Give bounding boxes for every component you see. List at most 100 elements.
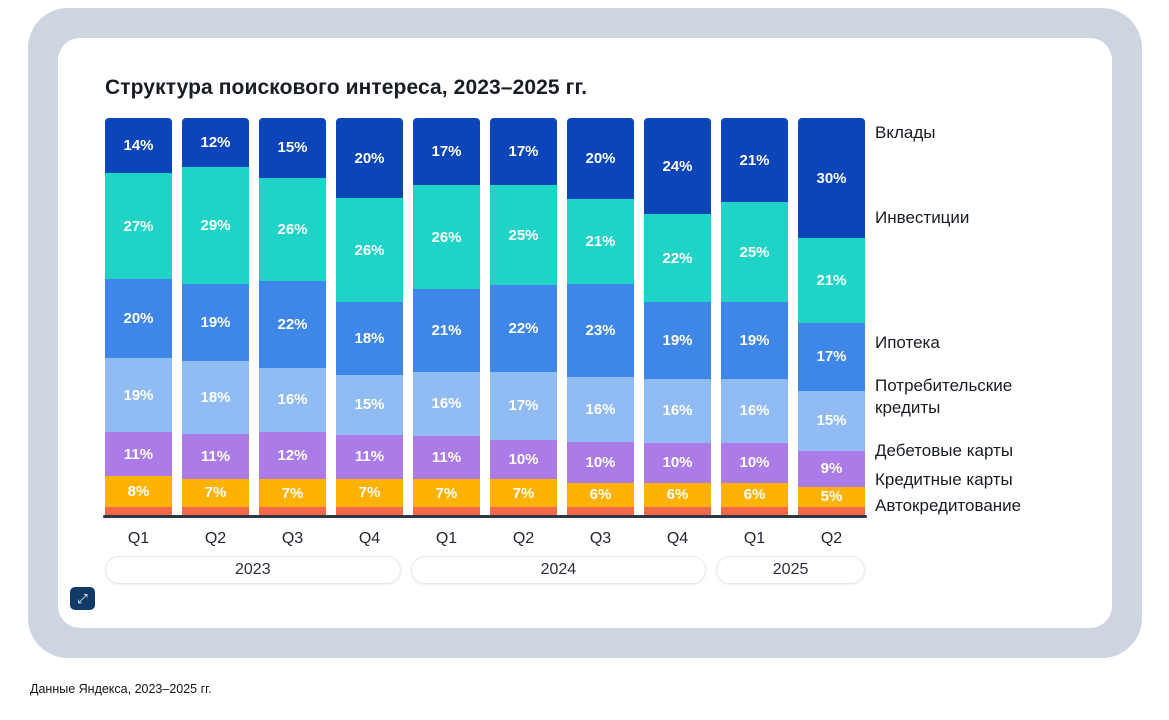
bar-segment: 7% bbox=[413, 479, 480, 508]
bar-segment: 15% bbox=[259, 118, 326, 178]
legend-item: Ипотека bbox=[875, 333, 940, 352]
bar-segment: 22% bbox=[259, 280, 326, 369]
x-axis-line bbox=[103, 515, 867, 518]
bar-segment: 10% bbox=[721, 442, 788, 483]
expand-icon: ⤢ bbox=[77, 591, 88, 606]
bar-segment: 19% bbox=[105, 357, 172, 433]
plot-area: 14% 27% 20% 19% 11% 8% 12% 29% 19% 18% 11% 7% 15% 26%… bbox=[103, 118, 867, 584]
bar-segment: 17% bbox=[490, 372, 557, 440]
bar-segment: 23% bbox=[567, 284, 634, 378]
bar-segment: 22% bbox=[490, 284, 557, 373]
legend-item: Кредитные карты bbox=[875, 470, 1013, 489]
bar-segment: 9% bbox=[798, 450, 865, 487]
bar-segment: 7% bbox=[259, 479, 326, 508]
bar-segment: 6% bbox=[644, 482, 711, 507]
bar-segment: 19% bbox=[644, 302, 711, 379]
bar-segment: 10% bbox=[567, 442, 634, 483]
bar-segment: 16% bbox=[413, 372, 480, 436]
bar-segment: 10% bbox=[644, 442, 711, 483]
bar-segment bbox=[490, 507, 557, 515]
bar-segment: 7% bbox=[182, 478, 249, 507]
stacked-bar: 30% 21% 17% 15% 9% 5% bbox=[798, 118, 865, 515]
legend-item: Потребительские кредиты bbox=[875, 376, 1013, 418]
bar-segment: 16% bbox=[721, 378, 788, 443]
bar-segment: 7% bbox=[490, 479, 557, 508]
year-pill: 2025 bbox=[716, 556, 865, 584]
stacked-bar: 24% 22% 19% 16% 10% 6% bbox=[644, 118, 711, 515]
bar-segment bbox=[567, 506, 634, 515]
x-tick-label: Q1 bbox=[127, 530, 150, 547]
bar-segment: 10% bbox=[490, 439, 557, 480]
bar-segment: 15% bbox=[798, 390, 865, 451]
bar-segment: 26% bbox=[413, 185, 480, 289]
x-tick-label: Q1 bbox=[435, 530, 458, 547]
bar-segment: 30% bbox=[798, 118, 865, 239]
stacked-bar: 20% 26% 18% 15% 11% 7% bbox=[336, 118, 403, 515]
bar-segment: 19% bbox=[721, 302, 788, 379]
x-tick-label: Q2 bbox=[204, 530, 227, 547]
bar-segment: 25% bbox=[721, 202, 788, 303]
stacked-bars: 14% 27% 20% 19% 11% 8% 12% 29% 19% 18% 11% 7% 15% 26%… bbox=[105, 118, 865, 515]
x-tick-label: Q4 bbox=[358, 530, 381, 547]
chart-title: Структура поискового интереса, 2023–2025… bbox=[105, 76, 588, 99]
bar-segment: 6% bbox=[567, 482, 634, 507]
bar-segment: 21% bbox=[798, 238, 865, 323]
bar-segment bbox=[105, 507, 172, 515]
stacked-bar: 21% 25% 19% 16% 10% 6% bbox=[721, 118, 788, 515]
legend-item: Вклады bbox=[875, 123, 936, 142]
bar-segment bbox=[259, 507, 326, 515]
source-note: Данные Яндекса, 2023–2025 гг. bbox=[30, 682, 212, 696]
x-tick-label: Q2 bbox=[512, 530, 535, 547]
stacked-bar: 12% 29% 19% 18% 11% 7% bbox=[182, 118, 249, 515]
legend-item: Инвестиции bbox=[875, 208, 970, 227]
stacked-bar: 17% 26% 21% 16% 11% 7% bbox=[413, 118, 480, 515]
x-tick-label: Q1 bbox=[743, 530, 766, 547]
year-pill: 2024 bbox=[410, 556, 707, 584]
x-tick-label: Q3 bbox=[281, 530, 304, 547]
bar-segment: 16% bbox=[567, 377, 634, 443]
bar-segment: 14% bbox=[105, 118, 172, 174]
bar-segment: 19% bbox=[182, 284, 249, 362]
bar-segment: 21% bbox=[567, 199, 634, 285]
bar-segment: 6% bbox=[721, 482, 788, 507]
year-axis: 2023 2024 2025 bbox=[105, 556, 865, 584]
bar-segment: 11% bbox=[105, 432, 172, 476]
bar-segment: 24% bbox=[644, 118, 711, 215]
stacked-bar: 15% 26% 22% 16% 12% 7% bbox=[259, 118, 326, 515]
bar-segment: 12% bbox=[259, 431, 326, 480]
chart-legend: Вклады Инвестиции Ипотека Потребительские к… bbox=[875, 118, 1070, 538]
bar-segment: 26% bbox=[259, 177, 326, 281]
quarter-axis: Q1 Q2 Q3 Q4 Q1 Q2 Q3 Q4 Q1 Q2 bbox=[105, 530, 865, 548]
bar-segment: 8% bbox=[105, 475, 172, 508]
bar-segment: 16% bbox=[644, 378, 711, 443]
x-tick-label: Q2 bbox=[820, 530, 843, 547]
bar-segment: 22% bbox=[644, 214, 711, 303]
bar-segment: 15% bbox=[336, 374, 403, 435]
bar-segment bbox=[336, 506, 403, 515]
stacked-bar: 17% 25% 22% 17% 10% 7% bbox=[490, 118, 557, 515]
bar-segment: 17% bbox=[413, 118, 480, 186]
bar-segment: 18% bbox=[336, 302, 403, 375]
bar-segment: 27% bbox=[105, 173, 172, 280]
bar-segment: 25% bbox=[490, 185, 557, 285]
bar-segment: 21% bbox=[413, 288, 480, 373]
bar-segment: 20% bbox=[105, 279, 172, 358]
legend-item: Дебетовые карты bbox=[875, 441, 1014, 460]
bar-segment: 20% bbox=[567, 118, 634, 200]
expand-button[interactable]: ⤢ bbox=[70, 587, 95, 610]
bar-segment: 5% bbox=[798, 486, 865, 507]
x-tick-label: Q3 bbox=[589, 530, 612, 547]
bar-segment: 11% bbox=[413, 435, 480, 480]
bar-segment bbox=[644, 506, 711, 515]
bar-segment: 18% bbox=[182, 361, 249, 434]
stacked-bar: 20% 21% 23% 16% 10% 6% bbox=[567, 118, 634, 515]
stacked-bar: 14% 27% 20% 19% 11% 8% bbox=[105, 118, 172, 515]
legend-item: Автокредитование bbox=[875, 496, 1022, 515]
year-pill: 2023 bbox=[105, 556, 401, 584]
bar-segment: 11% bbox=[182, 433, 249, 479]
bar-segment: 17% bbox=[798, 322, 865, 391]
x-tick-label: Q4 bbox=[666, 530, 689, 547]
bar-segment bbox=[182, 506, 249, 515]
bar-segment: 7% bbox=[336, 478, 403, 507]
